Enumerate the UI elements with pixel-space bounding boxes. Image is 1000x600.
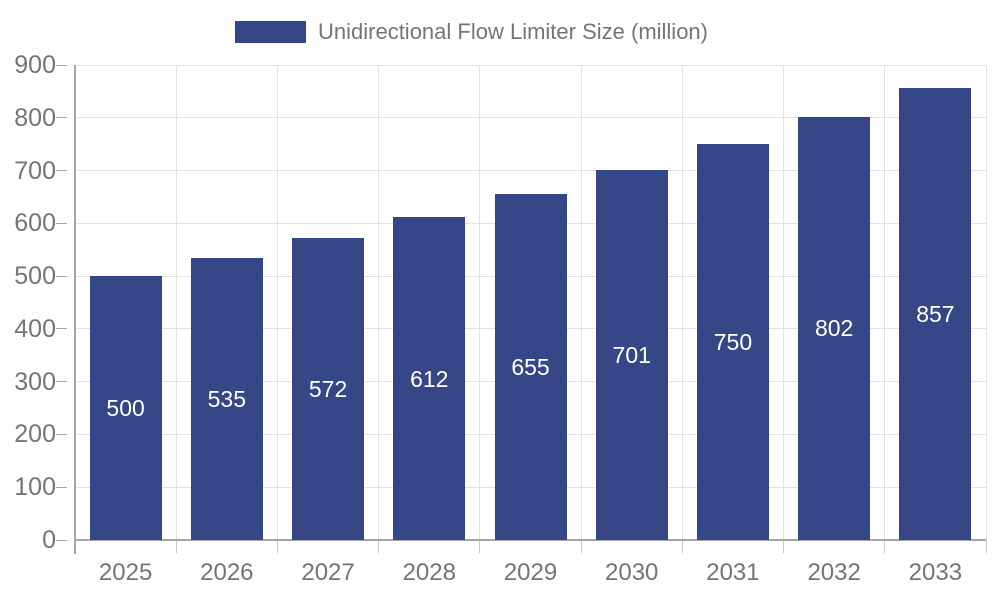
- x-axis-tick-label: 2031: [706, 559, 760, 586]
- x-axis-tick: [175, 540, 177, 553]
- y-axis-tick: [56, 275, 67, 277]
- x-axis-tick: [681, 540, 683, 553]
- bar-value-label: 750: [713, 329, 753, 356]
- bar-2029[interactable]: 655: [494, 194, 567, 540]
- x-gridline: [884, 65, 886, 540]
- x-axis-tick-label: 2029: [503, 559, 558, 586]
- x-axis-tick-label: 2030: [605, 559, 659, 586]
- y-axis-tick: [56, 328, 67, 330]
- bar-2028[interactable]: 612: [393, 217, 466, 540]
- x-axis-tick: [479, 540, 481, 553]
- y-axis-tick-label: 500: [14, 262, 56, 291]
- bar-2031[interactable]: 750: [696, 144, 769, 540]
- y-gridline: [75, 170, 986, 172]
- x-axis-tick-label: 2026: [200, 559, 254, 586]
- bar-value-label: 802: [814, 315, 854, 342]
- x-axis-tick: [884, 540, 886, 553]
- y-axis-line: [74, 65, 76, 554]
- y-axis-tick: [56, 64, 67, 66]
- y-axis-tick-label: 600: [14, 209, 56, 238]
- x-gridline: [479, 65, 481, 540]
- y-axis-tick: [56, 433, 67, 435]
- x-axis-tick: [985, 540, 987, 553]
- x-gridline: [681, 65, 683, 540]
- x-axis-tick: [276, 540, 278, 553]
- bar-value-label: 572: [308, 376, 348, 403]
- y-axis-tick: [56, 381, 67, 383]
- x-axis-tick: [580, 540, 582, 553]
- y-axis-tick: [56, 222, 67, 224]
- x-axis-tick-label: 2027: [301, 559, 355, 586]
- y-axis-tick-label: 700: [14, 156, 56, 185]
- x-gridline: [783, 65, 785, 540]
- y-axis-tick: [56, 117, 67, 119]
- legend-label: Unidirectional Flow Limiter Size (millio…: [318, 19, 708, 44]
- x-axis-tick-label: 2032: [807, 559, 861, 586]
- y-axis-tick-label: 400: [14, 314, 56, 343]
- y-axis-tick: [56, 170, 67, 172]
- legend-swatch: [235, 21, 306, 43]
- bar-2030[interactable]: 701: [595, 170, 668, 540]
- x-axis-tick: [783, 540, 785, 553]
- bar-2032[interactable]: 802: [798, 116, 871, 540]
- y-axis-tick: [56, 539, 67, 541]
- y-axis-tick-label: 0: [42, 526, 56, 554]
- bar-2025[interactable]: 500: [89, 276, 162, 540]
- y-axis-tick-label: 100: [14, 473, 56, 502]
- bar-2026[interactable]: 535: [190, 257, 263, 540]
- y-gridline: [75, 117, 986, 119]
- x-axis-tick-label: 2028: [402, 559, 456, 586]
- y-axis-tick-label: 900: [14, 51, 56, 79]
- bar-2033[interactable]: 857: [899, 87, 972, 540]
- x-gridline: [276, 65, 278, 540]
- y-axis-tick-label: 300: [14, 367, 56, 396]
- x-gridline: [378, 65, 380, 540]
- x-gridline: [580, 65, 582, 540]
- x-axis-tick: [378, 540, 380, 553]
- bar-2027[interactable]: 572: [292, 238, 365, 540]
- x-gridline: [985, 65, 987, 540]
- bar-value-label: 857: [916, 300, 955, 327]
- x-gridline: [175, 65, 177, 540]
- bar-value-label: 701: [612, 342, 651, 368]
- x-axis-tick-label: 2025: [98, 559, 153, 586]
- bar-value-label: 655: [511, 354, 550, 381]
- x-axis-line: [75, 539, 986, 541]
- bar-value-label: 535: [207, 385, 247, 412]
- y-axis-tick: [56, 486, 67, 488]
- y-axis-tick-label: 800: [14, 103, 56, 132]
- bar-value-label: 500: [106, 395, 145, 422]
- bar-value-label: 612: [410, 365, 449, 392]
- x-axis-tick-label: 2033: [908, 559, 963, 586]
- y-gridline: [75, 64, 986, 66]
- y-axis-tick-label: 200: [14, 420, 56, 449]
- legend[interactable]: Unidirectional Flow Limiter Size (millio…: [235, 19, 708, 45]
